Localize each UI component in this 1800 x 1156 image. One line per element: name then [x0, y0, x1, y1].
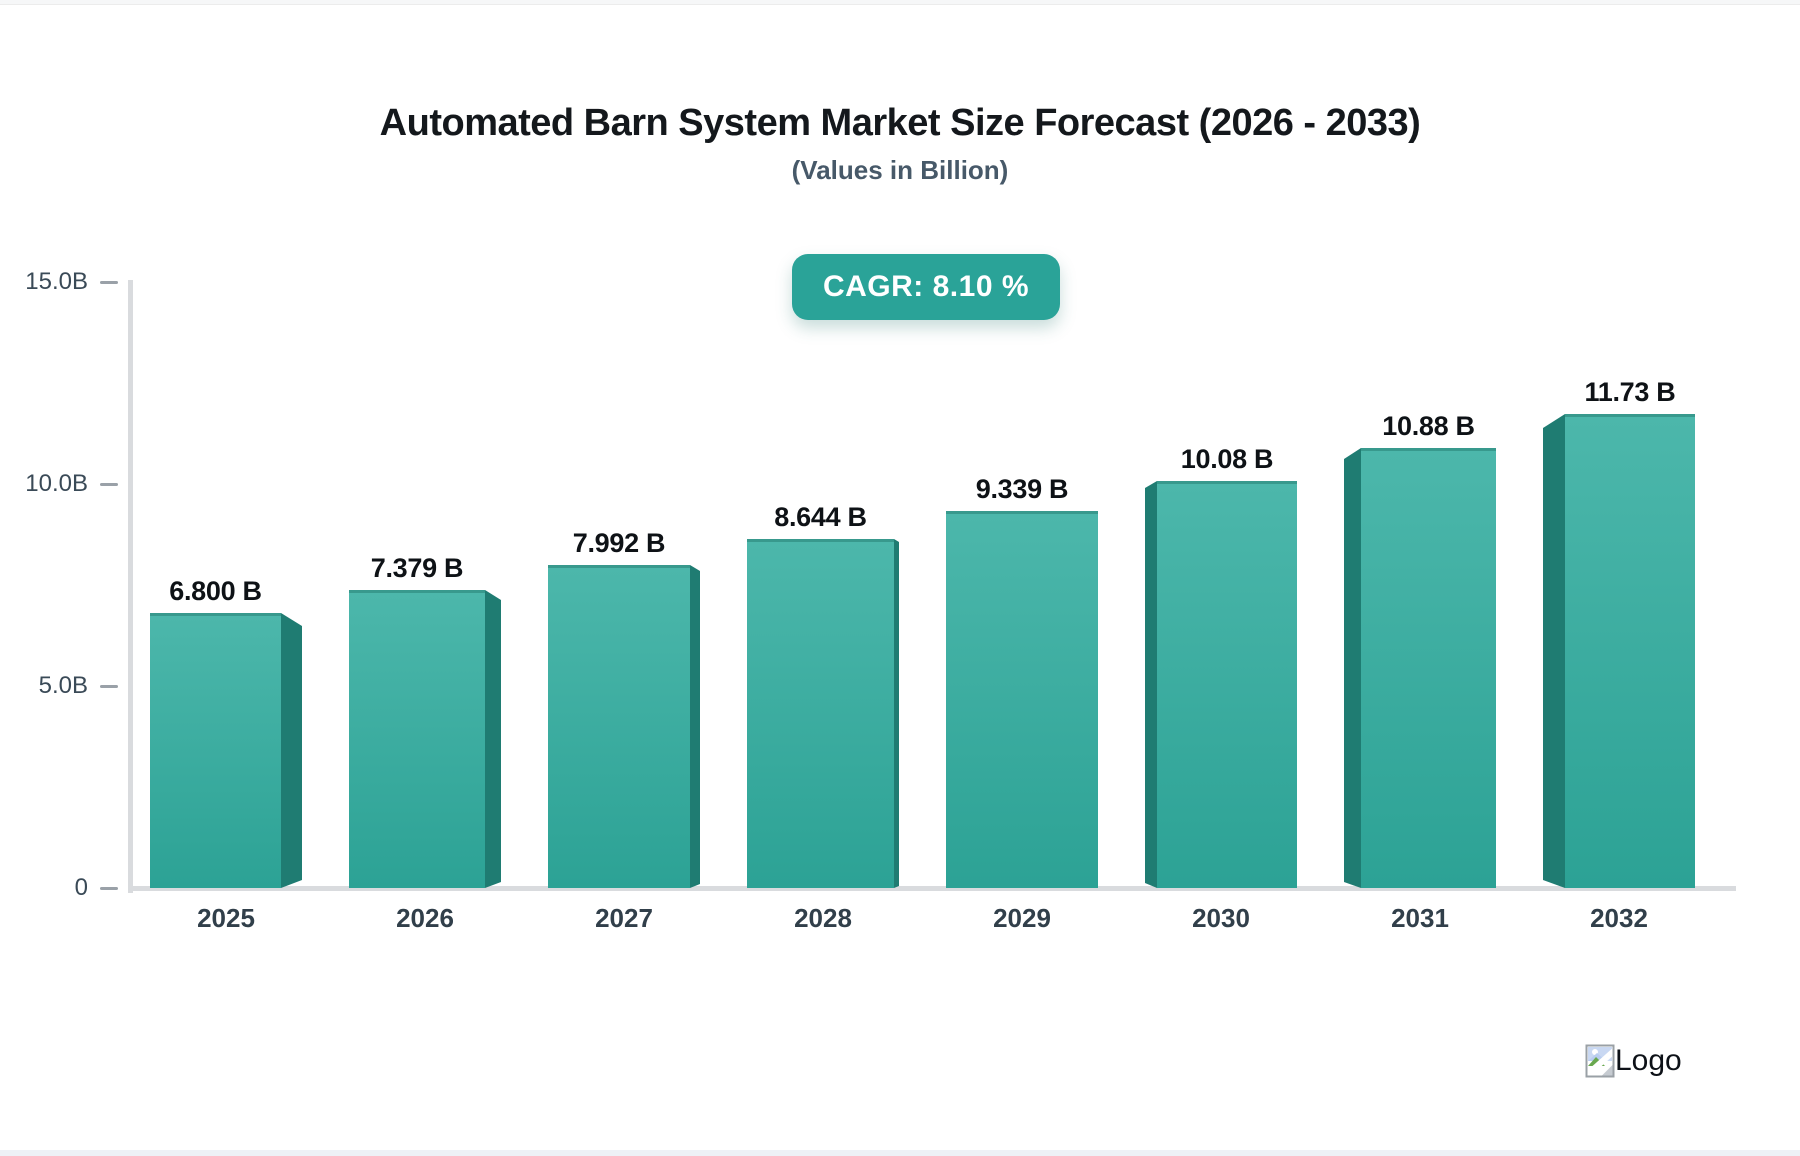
chart-title: Automated Barn System Market Size Foreca…	[379, 102, 1421, 144]
bar-value-label: 11.73 B	[1584, 377, 1676, 407]
bar-front-face	[1565, 414, 1695, 888]
bar-2031: 10.88 B	[1344, 411, 1496, 888]
bar-2032: 11.73 B	[1543, 377, 1695, 888]
y-axis-label: 5.0B	[38, 672, 88, 699]
top-edge-strip	[0, 0, 1800, 5]
y-axis-line	[128, 280, 133, 893]
bar-2029: 9.339 B	[946, 474, 1098, 888]
y-axis-tick	[100, 280, 118, 284]
y-axis-label: 0	[74, 874, 88, 901]
bar-3d-side-face	[1543, 414, 1565, 888]
bar-2028: 8.644 B	[747, 502, 899, 888]
bar-front-face	[946, 511, 1098, 888]
x-axis-label: 2026	[396, 903, 454, 933]
x-axis-label: 2032	[1590, 903, 1648, 933]
x-axis-label: 2031	[1391, 903, 1449, 933]
bar-3d-side-face	[894, 539, 899, 888]
bar-value-label: 7.992 B	[572, 528, 666, 558]
x-axis-label: 2025	[197, 903, 255, 933]
bar-2030: 10.08 B	[1145, 444, 1297, 888]
bar-value-label: 10.08 B	[1180, 444, 1274, 474]
bar-value-label: 10.88 B	[1382, 411, 1475, 441]
cagr-badge: CAGR: 8.10 %	[792, 254, 1060, 320]
bar-front-face	[349, 590, 485, 888]
bar-3d-side-face	[485, 590, 501, 888]
bar-2027: 7.992 B	[548, 528, 700, 888]
bar-front-face	[150, 613, 281, 888]
bar-value-label: 6.800 B	[169, 576, 262, 606]
bar-front-face	[548, 565, 690, 888]
bar-2025: 6.800 B	[150, 576, 302, 888]
bar-2026: 7.379 B	[349, 553, 501, 888]
x-axis-label: 2029	[993, 903, 1051, 933]
bottom-edge-strip	[0, 1150, 1800, 1156]
broken-image-icon	[1585, 1044, 1615, 1078]
bar-value-label: 8.644 B	[774, 502, 867, 532]
x-axis-label: 2027	[595, 903, 653, 933]
bar-3d-side-face	[690, 565, 700, 888]
chart-subtitle: (Values in Billion)	[791, 155, 1009, 185]
logo-alt-text: Logo	[1615, 1044, 1682, 1077]
y-axis-tick	[100, 886, 118, 890]
bar-value-label: 7.379 B	[370, 553, 464, 583]
x-axis-line	[128, 886, 1736, 891]
x-axis-label: 2028	[794, 903, 852, 933]
bar-front-face	[747, 539, 894, 888]
y-axis-label: 15.0B	[25, 268, 88, 295]
y-axis-tick	[100, 482, 118, 486]
bar-3d-side-face	[281, 613, 302, 888]
bar-value-label: 9.339 B	[975, 474, 1069, 504]
bar-front-face	[1361, 448, 1496, 888]
bar-3d-side-face	[1344, 448, 1361, 888]
y-axis-label: 10.0B	[25, 470, 88, 497]
bar-front-face	[1157, 481, 1297, 888]
bar-3d-side-face	[1145, 481, 1157, 888]
x-axis-label: 2030	[1192, 903, 1250, 933]
cagr-badge-label: CAGR: 8.10 %	[822, 270, 1030, 303]
logo-placeholder: Logo	[1585, 1042, 1682, 1080]
y-axis-tick	[100, 684, 118, 688]
